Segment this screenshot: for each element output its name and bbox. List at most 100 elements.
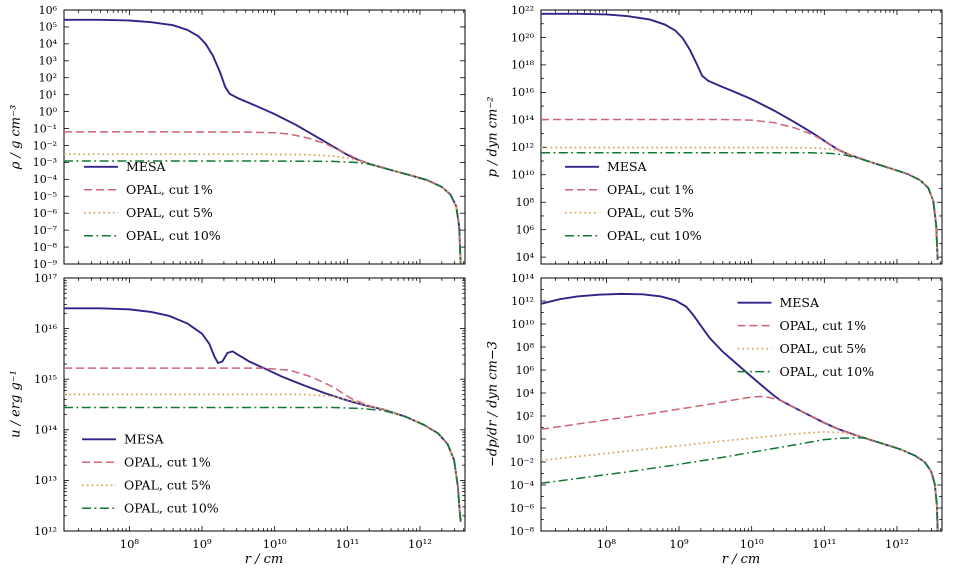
legend-item-opal-cut-5: OPAL, cut 5% — [82, 477, 211, 492]
axis-ticks — [64, 277, 465, 532]
plot-area: 10²² 10²⁰ 10¹⁸ 10¹⁶ 10¹⁴ 10¹² 10¹⁰ 10⁸ 10⁶ 10⁴ MES… — [511, 4, 943, 265]
y-tick-label: 10⁶ — [39, 4, 58, 17]
y-tick-label: 10⁻² — [33, 139, 57, 152]
legend-label: OPAL, cut 10% — [607, 228, 702, 243]
legend-label: MESA — [779, 295, 819, 310]
series-line-opal-cut-1 — [64, 367, 462, 522]
x-tick-label: 10⁹ — [669, 537, 689, 551]
tick-labels: 10⁶ 10⁵ 10⁴ 10³ 10² 10¹ 10⁰ 10⁻¹ 10⁻² 10⁻³ 10⁻⁴ 10⁻… — [33, 4, 58, 271]
plot-area: 10⁸ 10⁹ 10¹⁰ 10¹¹ 10¹² 10¹⁴ 10¹² 10¹⁰ 10⁸ 10⁶ 10⁴ 1… — [510, 272, 943, 551]
legend-item-opal-cut-1: OPAL, cut 1% — [565, 182, 694, 197]
energy-plot: 10⁸ 10⁹ 10¹⁰ 10¹¹ 10¹² 10¹⁷ 10¹⁶ 10¹⁵ 10¹⁴ 10¹³ 10… — [34, 272, 466, 551]
y-tick-label: 10⁻⁹ — [33, 258, 58, 271]
plot-border — [63, 277, 466, 532]
series-line-opal-cut-1 — [541, 395, 939, 531]
legend-item-mesa: MESA — [565, 159, 648, 174]
y-tick-label: 10⁻⁴ — [33, 173, 58, 186]
y-tick-label: 10¹² — [34, 525, 57, 538]
legend-item-opal-cut-10: OPAL, cut 10% — [82, 500, 219, 515]
legend-label: OPAL, cut 1% — [607, 182, 694, 197]
y-tick-label: 10⁸ — [516, 196, 535, 209]
y-tick-label: 10¹² — [511, 141, 534, 154]
y-tick-label: 10¹⁷ — [34, 272, 57, 285]
tick-labels: 10²² 10²⁰ 10¹⁸ 10¹⁶ 10¹⁴ 10¹² 10¹⁰ 10⁸ 10⁶ 10⁴ — [511, 4, 534, 264]
series-group — [541, 12, 939, 260]
y-tick-label: 10¹⁶ — [34, 322, 57, 335]
y-tick-label: 10⁻⁶ — [510, 502, 535, 515]
legend-item-mesa: MESA — [737, 295, 820, 310]
x-tick-label: 10⁹ — [192, 537, 212, 551]
y-tick-label: 10¹⁵ — [34, 373, 57, 386]
legend-item-opal-cut-1: OPAL, cut 1% — [737, 318, 866, 333]
y-tick-label: 10⁻² — [510, 456, 534, 469]
legend-label: OPAL, cut 10% — [124, 500, 219, 515]
y-tick-label: 10¹⁴ — [511, 272, 534, 285]
series-line-opal-cut-10 — [541, 437, 939, 531]
legend-label: OPAL, cut 10% — [126, 228, 221, 243]
legend-item-opal-cut-10: OPAL, cut 10% — [84, 228, 221, 243]
legend-label: MESA — [607, 159, 647, 174]
y-tick-label: 10⁴ — [39, 38, 58, 51]
plot-border — [63, 9, 466, 265]
pressure-plot: 10²² 10²⁰ 10¹⁸ 10¹⁶ 10¹⁴ 10¹² 10¹⁰ 10⁸ 10⁶ 10⁴ MES… — [511, 4, 943, 265]
series-group — [64, 307, 462, 522]
series-line-mesa — [541, 12, 939, 260]
y-tick-label: 10⁻⁴ — [510, 479, 535, 492]
y-tick-label: 10² — [516, 410, 534, 423]
energy-y-axis-label: u / erg g⁻¹ — [8, 370, 24, 438]
legend-label: OPAL, cut 5% — [607, 205, 694, 220]
legend-item-mesa: MESA — [82, 431, 165, 446]
y-tick-label: 10¹ — [39, 88, 57, 101]
y-tick-label: 10⁶ — [516, 364, 535, 377]
y-tick-label: 10⁶ — [516, 223, 535, 236]
series-group — [64, 18, 462, 264]
series-line-opal-cut-10 — [64, 406, 462, 522]
x-tick-label: 10¹⁰ — [263, 537, 287, 551]
pressure-y-axis-label: p / dyn cm⁻² — [485, 96, 501, 178]
x-tick-label: 10¹² — [408, 537, 432, 551]
y-tick-label: 10⁴ — [516, 387, 535, 400]
series-group — [541, 292, 939, 531]
series-line-opal-cut-5 — [541, 146, 939, 260]
legend-item-opal-cut-1: OPAL, cut 1% — [84, 182, 213, 197]
legend: MESA OPAL, cut 1% OPAL, cut 5% OPAL, cut 10… — [84, 159, 221, 243]
legend-item-opal-cut-10: OPAL, cut 10% — [565, 228, 702, 243]
series-line-opal-cut-5 — [64, 153, 462, 264]
pressure-gradient-x-axis-label: r / cm — [721, 552, 761, 567]
legend: MESA OPAL, cut 1% OPAL, cut 5% OPAL, cut 10… — [737, 295, 874, 379]
x-tick-label: 10¹⁰ — [740, 537, 764, 551]
legend-label: MESA — [126, 159, 166, 174]
legend-item-opal-cut-5: OPAL, cut 5% — [737, 341, 866, 356]
density-plot: 10⁶ 10⁵ 10⁴ 10³ 10² 10¹ 10⁰ 10⁻¹ 10⁻² 10⁻³ 10⁻⁴ 10⁻… — [33, 4, 466, 271]
legend-item-mesa: MESA — [84, 159, 167, 174]
pressure-gradient-y-axis-label: −dp/dr / dyn cm−3 — [485, 340, 501, 468]
y-tick-label: 10⁻⁷ — [33, 224, 58, 237]
y-tick-label: 10³ — [39, 55, 57, 68]
panel-pressure-gradient: 10⁸ 10⁹ 10¹⁰ 10¹¹ 10¹² 10¹⁴ 10¹² 10¹⁰ 10⁸ 10⁶ 10⁴ 1… — [477, 272, 954, 573]
x-tick-label: 10¹² — [885, 537, 909, 551]
y-tick-label: 10⁸ — [516, 341, 535, 354]
y-tick-label: 10⁻⁵ — [33, 190, 57, 203]
tick-labels: 10⁸ 10⁹ 10¹⁰ 10¹¹ 10¹² 10¹⁷ 10¹⁶ 10¹⁵ 10¹⁴ 10¹³ 10… — [34, 272, 432, 551]
legend-label: OPAL, cut 1% — [126, 182, 213, 197]
legend-item-opal-cut-5: OPAL, cut 5% — [84, 205, 213, 220]
y-tick-label: 10⁰ — [516, 433, 535, 446]
tick-labels: 10⁸ 10⁹ 10¹⁰ 10¹¹ 10¹² 10¹⁴ 10¹² 10¹⁰ 10⁸ 10⁶ 10⁴ 1… — [510, 272, 909, 551]
series-line-opal-cut-1 — [541, 118, 939, 260]
x-tick-label: 10⁸ — [597, 537, 617, 551]
series-line-opal-cut-1 — [64, 131, 462, 264]
series-line-opal-cut-10 — [64, 160, 462, 264]
y-tick-label: 10¹² — [511, 295, 534, 308]
legend-label: OPAL, cut 5% — [126, 205, 213, 220]
y-tick-label: 10¹⁸ — [511, 59, 534, 72]
legend-label: OPAL, cut 1% — [124, 454, 211, 469]
axis-ticks — [541, 277, 942, 532]
legend-item-opal-cut-10: OPAL, cut 10% — [737, 364, 874, 379]
legend-label: OPAL, cut 10% — [779, 364, 874, 379]
y-tick-label: 10²² — [511, 4, 534, 17]
y-tick-label: 10²⁰ — [511, 31, 534, 44]
panel-energy: 10⁸ 10⁹ 10¹⁰ 10¹¹ 10¹² 10¹⁷ 10¹⁶ 10¹⁵ 10¹⁴ 10¹³ 10… — [0, 272, 477, 573]
y-tick-label: 10² — [39, 72, 57, 85]
plot-border — [540, 277, 943, 532]
